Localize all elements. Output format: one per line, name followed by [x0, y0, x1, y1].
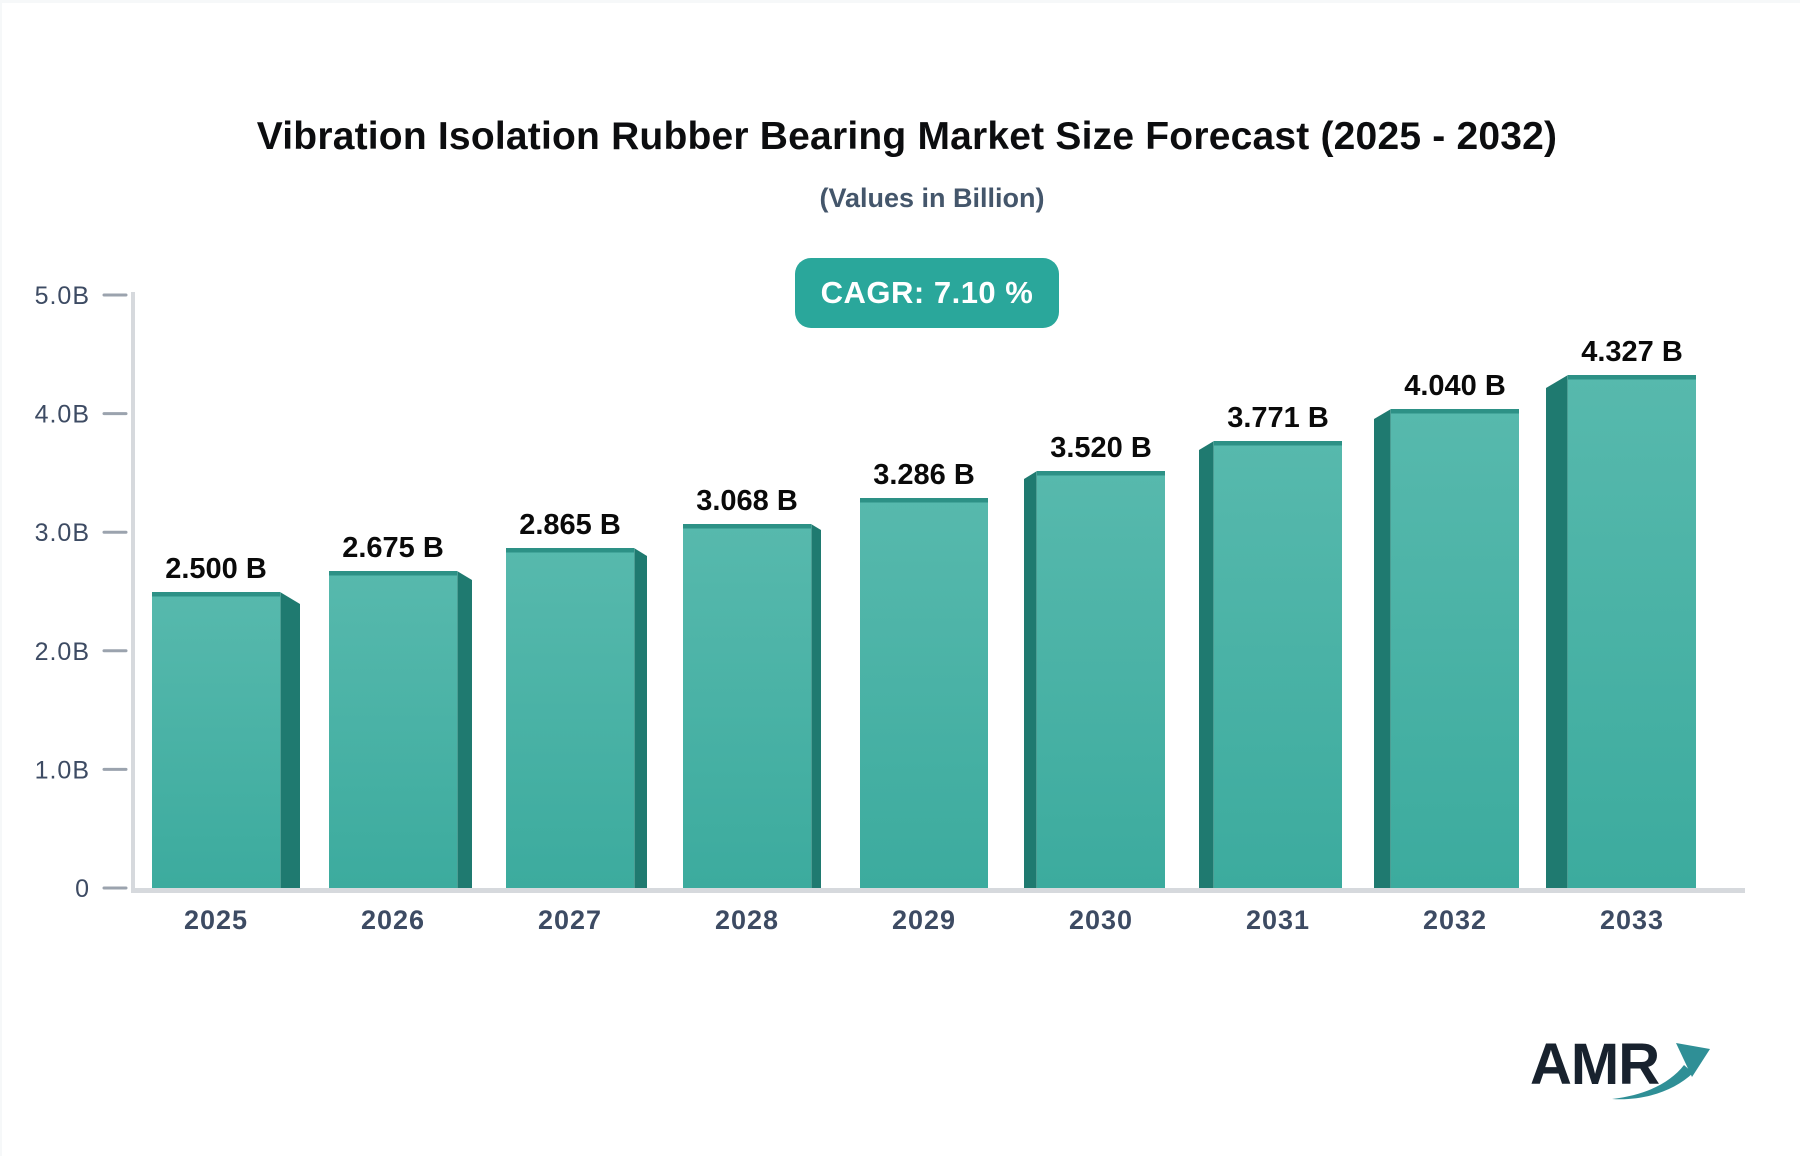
- x-tick-label: 2031: [1246, 905, 1310, 935]
- x-axis-line: [131, 888, 1745, 893]
- bar-chart: 5.0B 4.0B 3.0B 2.0B 1.0B 0 2.500 B 2.675 B 2.865…: [35, 282, 1745, 935]
- logo-growth-arrow-icon: [1612, 1043, 1710, 1100]
- bar-top-edge: [1568, 375, 1696, 380]
- bar-2031: 3.771 B: [1199, 402, 1342, 888]
- bar-front-face: [860, 498, 988, 888]
- x-tick-label: 2028: [715, 905, 779, 935]
- x-tick-label: 2033: [1600, 905, 1664, 935]
- bar-top-edge: [329, 571, 457, 576]
- bar-side-face: [634, 548, 647, 888]
- bar-side-face: [1374, 409, 1391, 888]
- bar-top-edge: [1214, 441, 1342, 446]
- amr-logo: AMR: [1530, 1031, 1740, 1111]
- bar-side-face: [1199, 441, 1214, 888]
- x-tick-label: 2026: [361, 905, 425, 935]
- y-tick-label: 0: [75, 875, 90, 903]
- value-label: 4.327 B: [1581, 336, 1683, 368]
- bar-2028: 3.068 B: [683, 485, 821, 888]
- bar-front-face: [152, 592, 280, 888]
- bars: 2.500 B 2.675 B 2.865 B 3.068 B 3.286 B 3.520…: [152, 336, 1696, 888]
- bar-front-face: [1214, 441, 1342, 888]
- bar-front-face: [1568, 375, 1696, 888]
- x-tick-label: 2032: [1423, 905, 1487, 935]
- bar-side-face: [280, 592, 300, 888]
- value-label: 3.520 B: [1050, 432, 1152, 464]
- bar-side-face: [457, 571, 472, 888]
- y-tick-label: 3.0B: [35, 519, 90, 547]
- bar-2026: 2.675 B: [329, 532, 472, 888]
- bar-2033: 4.327 B: [1546, 336, 1696, 888]
- bar-top-edge: [683, 524, 811, 529]
- bar-top-edge: [1391, 409, 1519, 414]
- value-label: 4.040 B: [1404, 370, 1506, 402]
- bar-front-face: [1391, 409, 1519, 888]
- chart-title: Vibration Isolation Rubber Bearing Marke…: [256, 115, 1558, 158]
- value-label: 3.286 B: [873, 459, 975, 491]
- bar-front-face: [1037, 471, 1165, 888]
- value-label: 2.500 B: [165, 553, 267, 585]
- bar-top-edge: [506, 548, 634, 553]
- bar-2029: 3.286 B: [860, 459, 988, 888]
- x-axis: 2025 2026 2027 2028 2029 2030 2031 2032 2033: [184, 905, 1664, 935]
- bar-front-face: [683, 524, 811, 888]
- bar-side-face: [811, 524, 821, 888]
- y-axis: 5.0B 4.0B 3.0B 2.0B 1.0B 0: [35, 282, 135, 903]
- bar-front-face: [329, 571, 457, 888]
- bar-top-edge: [152, 592, 280, 597]
- bar-top-edge: [860, 498, 988, 503]
- value-label: 2.675 B: [342, 532, 444, 564]
- x-tick-label: 2025: [184, 905, 248, 935]
- x-tick-label: 2030: [1069, 905, 1133, 935]
- logo-arrow-shape: [1676, 1043, 1710, 1077]
- value-label: 2.865 B: [519, 509, 621, 541]
- bar-top-edge: [1037, 471, 1165, 476]
- bar-2025: 2.500 B: [152, 553, 300, 888]
- x-tick-label: 2027: [538, 905, 602, 935]
- x-tick-label: 2029: [892, 905, 956, 935]
- value-label: 3.771 B: [1227, 402, 1329, 434]
- cagr-badge: CAGR: 7.10 %: [795, 258, 1059, 328]
- bar-2030: 3.520 B: [1024, 432, 1165, 888]
- y-tick-label: 2.0B: [35, 638, 90, 666]
- bar-2027: 2.865 B: [506, 509, 647, 888]
- bar-2032: 4.040 B: [1374, 370, 1519, 888]
- bar-side-face: [1546, 375, 1568, 888]
- logo-arrow-shape: [1612, 1065, 1693, 1100]
- bar-side-face: [1024, 471, 1037, 888]
- value-label: 3.068 B: [696, 485, 798, 517]
- chart-subtitle: (Values in Billion): [819, 183, 1045, 213]
- y-tick-label: 4.0B: [35, 401, 90, 429]
- bar-front-face: [506, 548, 634, 888]
- y-tick-label: 5.0B: [35, 282, 90, 310]
- amr-logo-text: AMR: [1530, 1032, 1660, 1097]
- y-tick-label: 1.0B: [35, 756, 90, 784]
